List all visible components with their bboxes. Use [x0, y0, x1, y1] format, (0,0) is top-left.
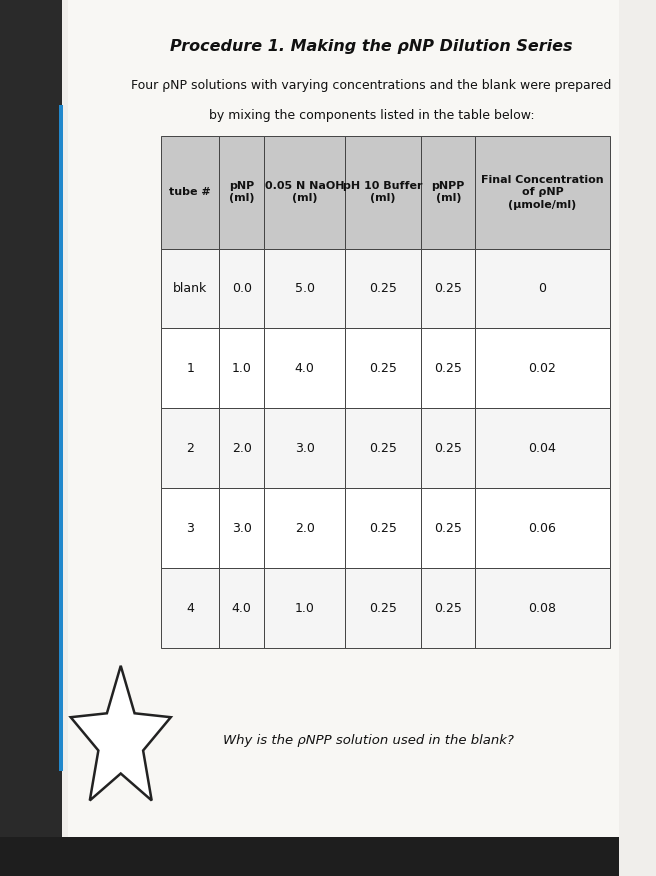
Bar: [264, 408, 345, 488]
Bar: [264, 249, 345, 328]
Text: Four ρNP solutions with varying concentrations and the blank were prepared: Four ρNP solutions with varying concentr…: [131, 79, 611, 92]
Text: 0.0: 0.0: [232, 282, 252, 295]
Bar: [264, 488, 345, 569]
Text: 1.0: 1.0: [232, 362, 252, 375]
Bar: [345, 488, 421, 569]
Bar: [161, 136, 219, 249]
Bar: [219, 488, 264, 569]
Text: 0.08: 0.08: [529, 602, 556, 615]
Text: 3: 3: [186, 522, 194, 535]
Text: by mixing the components listed in the table below:: by mixing the components listed in the t…: [209, 110, 535, 123]
Text: Procedure 1. Making the ρNP Dilution Series: Procedure 1. Making the ρNP Dilution Ser…: [171, 39, 573, 54]
Text: 0.25: 0.25: [369, 442, 397, 455]
Text: 4: 4: [186, 602, 194, 615]
Text: 1: 1: [186, 362, 194, 375]
Text: pNPP
(ml): pNPP (ml): [432, 181, 465, 203]
Text: pNP
(ml): pNP (ml): [229, 181, 255, 203]
Bar: [68, 0, 619, 876]
Bar: [161, 488, 219, 569]
Bar: [161, 408, 219, 488]
Bar: [475, 136, 610, 249]
Bar: [421, 136, 475, 249]
Bar: [345, 408, 421, 488]
Text: 0.02: 0.02: [529, 362, 556, 375]
PathPatch shape: [71, 666, 171, 801]
Bar: [421, 328, 475, 408]
Text: Why is the ρNPP solution used in the blank?: Why is the ρNPP solution used in the bla…: [223, 734, 514, 746]
Bar: [345, 249, 421, 328]
Bar: [219, 328, 264, 408]
Bar: [475, 488, 610, 569]
Bar: [219, 408, 264, 488]
Bar: [264, 328, 345, 408]
Bar: [475, 249, 610, 328]
Bar: [475, 408, 610, 488]
Bar: [219, 136, 264, 249]
Text: blank: blank: [173, 282, 207, 295]
Bar: [161, 249, 219, 328]
Bar: [264, 569, 345, 648]
Bar: [475, 328, 610, 408]
Text: 4.0: 4.0: [295, 362, 315, 375]
Text: 4.0: 4.0: [232, 602, 252, 615]
Bar: [59, 105, 62, 771]
Bar: [219, 569, 264, 648]
Text: 0.25: 0.25: [369, 282, 397, 295]
Bar: [345, 328, 421, 408]
Bar: [345, 569, 421, 648]
Bar: [0, 837, 619, 876]
Text: 0.25: 0.25: [434, 442, 462, 455]
Text: 0.04: 0.04: [529, 442, 556, 455]
Text: 0.25: 0.25: [369, 602, 397, 615]
Text: pH 10 Buffer
(ml): pH 10 Buffer (ml): [344, 181, 423, 203]
Text: tube #: tube #: [169, 187, 211, 197]
Bar: [161, 569, 219, 648]
Bar: [0, 0, 62, 876]
Text: 2.0: 2.0: [295, 522, 315, 535]
Text: 0.05 N NaOH
(ml): 0.05 N NaOH (ml): [265, 181, 344, 203]
Text: 2.0: 2.0: [232, 442, 252, 455]
Text: 2: 2: [186, 442, 194, 455]
Bar: [421, 408, 475, 488]
Text: 3.0: 3.0: [232, 522, 252, 535]
Bar: [345, 136, 421, 249]
Bar: [475, 569, 610, 648]
Text: 0.25: 0.25: [434, 362, 462, 375]
Text: 5.0: 5.0: [295, 282, 315, 295]
Text: 0: 0: [539, 282, 546, 295]
Bar: [219, 249, 264, 328]
Text: 0.25: 0.25: [434, 602, 462, 615]
Text: 0.25: 0.25: [434, 522, 462, 535]
Text: 0.25: 0.25: [369, 522, 397, 535]
Text: 3.0: 3.0: [295, 442, 315, 455]
Bar: [421, 249, 475, 328]
Bar: [421, 488, 475, 569]
Text: 1.0: 1.0: [295, 602, 315, 615]
Text: Final Concentration
of ρNP
(μmole/ml): Final Concentration of ρNP (μmole/ml): [482, 174, 604, 209]
Text: 0.25: 0.25: [434, 282, 462, 295]
Bar: [161, 328, 219, 408]
Bar: [421, 569, 475, 648]
Bar: [264, 136, 345, 249]
Text: 0.06: 0.06: [529, 522, 556, 535]
Text: 0.25: 0.25: [369, 362, 397, 375]
